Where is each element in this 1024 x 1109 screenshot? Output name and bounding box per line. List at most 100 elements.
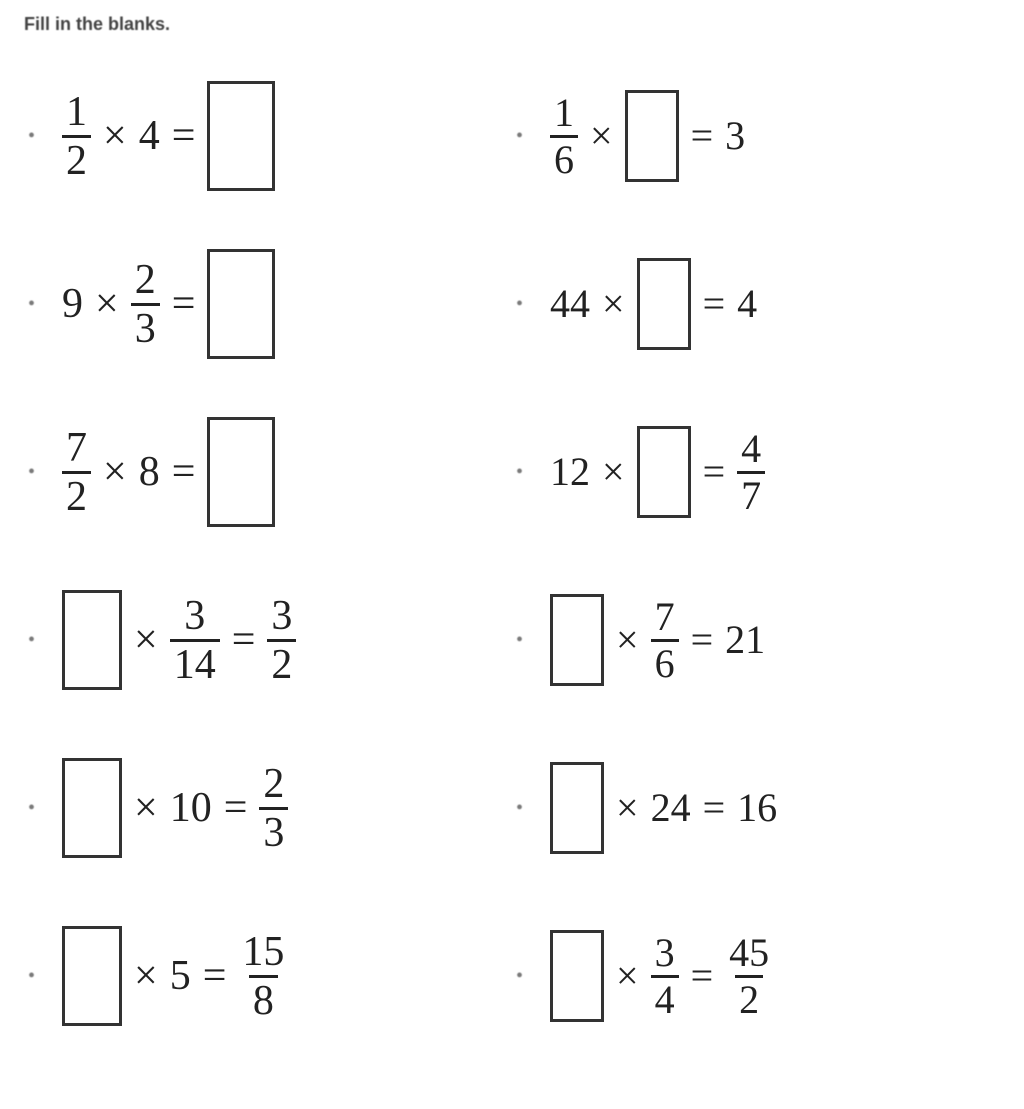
answer-blank[interactable] (550, 762, 604, 854)
expression: ×34=452 (550, 930, 773, 1022)
answer-blank[interactable] (625, 90, 679, 182)
bullet-marker: • (24, 797, 62, 820)
r-fraction: 23 (259, 763, 288, 854)
bullet-marker: • (512, 629, 550, 652)
bullet-marker: • (512, 797, 550, 820)
answer-blank[interactable] (62, 926, 122, 1026)
answer-blank[interactable] (62, 590, 122, 690)
bullet-marker: • (24, 461, 62, 484)
expression: ×24=16 (550, 762, 777, 854)
b-fraction: 23 (131, 259, 160, 350)
problem-row: •12 × 4 = (24, 61, 512, 211)
r-integer: 3 (725, 116, 745, 156)
times-sign: × (95, 283, 119, 325)
answer-blank[interactable] (550, 594, 604, 686)
r-fraction: 47 (737, 429, 765, 516)
answer-blank[interactable] (207, 81, 275, 191)
fraction-denominator: 6 (550, 135, 578, 180)
a-integer: 12 (550, 452, 590, 492)
problem-row: •44×=4 (512, 229, 1000, 379)
fraction-numerator: 3 (651, 933, 679, 975)
problem-row: •×314=32 (24, 565, 512, 715)
bullet-marker: • (512, 965, 550, 988)
bullet-marker: • (512, 293, 550, 316)
fraction-numerator: 2 (259, 763, 288, 807)
fraction-denominator: 7 (737, 471, 765, 516)
fraction-denominator: 3 (131, 303, 160, 350)
bullet-marker: • (24, 125, 62, 148)
equals-sign: = (703, 452, 726, 492)
a-fraction: 12 (62, 91, 91, 182)
fraction-numerator: 3 (267, 595, 296, 639)
expression: 12 × 4 = (62, 81, 275, 191)
fraction-denominator: 6 (651, 639, 679, 684)
b-fraction: 314 (170, 595, 220, 686)
worksheet-page: Fill in the blanks. •12×4=•9×23=•72×8=•×… (0, 0, 1024, 1109)
fraction-denominator: 4 (651, 975, 679, 1020)
answer-blank[interactable] (637, 426, 691, 518)
right-column: •16×=3•44×=4•12×=47•×76=21•×24=16•×34=45… (512, 61, 1000, 1069)
expression: ×10=23 (62, 758, 288, 858)
expression: 12 × = 47 (550, 426, 765, 518)
expression: 44×=4 (550, 258, 757, 350)
fraction-numerator: 4 (737, 429, 765, 471)
answer-blank[interactable] (550, 930, 604, 1022)
bullet-marker: • (24, 965, 62, 988)
problem-row: •9×23= (24, 229, 512, 379)
answer-blank[interactable] (62, 758, 122, 858)
problem-row: •×5=158 (24, 901, 512, 1051)
b-integer: 4 (139, 115, 160, 157)
equals-sign: = (703, 788, 726, 828)
expression: ×314=32 (62, 590, 296, 690)
times-sign: × (602, 452, 625, 492)
times-sign: × (103, 115, 127, 157)
fraction-numerator: 3 (180, 595, 209, 639)
equals-sign: = (691, 956, 714, 996)
equals-sign: = (224, 787, 248, 829)
b-fraction: 34 (651, 933, 679, 1020)
expression: 9 × 23 = (62, 249, 275, 359)
problem-row: •×24=16 (512, 733, 1000, 883)
expression: ×5=158 (62, 926, 288, 1026)
answer-blank[interactable] (207, 249, 275, 359)
problem-row: •×34=452 (512, 901, 1000, 1051)
equals-sign: = (691, 116, 714, 156)
a-integer: 9 (62, 283, 83, 325)
equals-sign: = (172, 283, 196, 325)
r-integer: 4 (737, 284, 757, 324)
problem-row: •×10=23 (24, 733, 512, 883)
bullet-marker: • (512, 461, 550, 484)
answer-blank[interactable] (207, 417, 275, 527)
times-sign: × (590, 116, 613, 156)
r-integer: 21 (725, 620, 765, 660)
fraction-denominator: 2 (62, 471, 91, 518)
b-fraction: 76 (651, 597, 679, 684)
r-fraction: 32 (267, 595, 296, 686)
answer-blank[interactable] (637, 258, 691, 350)
bullet-marker: • (512, 125, 550, 148)
r-integer: 16 (737, 788, 777, 828)
expression: 72×8= (62, 417, 275, 527)
times-sign: × (616, 620, 639, 660)
problem-row: •12 × = 47 (512, 397, 1000, 547)
times-sign: × (134, 619, 158, 661)
a-integer: 44 (550, 284, 590, 324)
r-fraction: 452 (725, 933, 773, 1020)
expression: ×76=21 (550, 594, 765, 686)
equals-sign: = (172, 115, 196, 157)
fraction-numerator: 45 (725, 933, 773, 975)
problem-row: •×76=21 (512, 565, 1000, 715)
fraction-denominator: 2 (267, 639, 296, 686)
b-integer: 10 (170, 787, 212, 829)
equals-sign: = (703, 284, 726, 324)
times-sign: × (134, 955, 158, 997)
equals-sign: = (232, 619, 256, 661)
fraction-numerator: 1 (550, 93, 578, 135)
expression: 16 × = 3 (550, 90, 745, 182)
fraction-numerator: 7 (62, 427, 91, 471)
left-column: •12×4=•9×23=•72×8=•×314=32•×10=23•×5=158 (24, 61, 512, 1069)
b-integer: 8 (139, 451, 160, 493)
fraction-numerator: 1 (62, 91, 91, 135)
fraction-numerator: 15 (238, 931, 288, 975)
fraction-numerator: 7 (651, 597, 679, 639)
